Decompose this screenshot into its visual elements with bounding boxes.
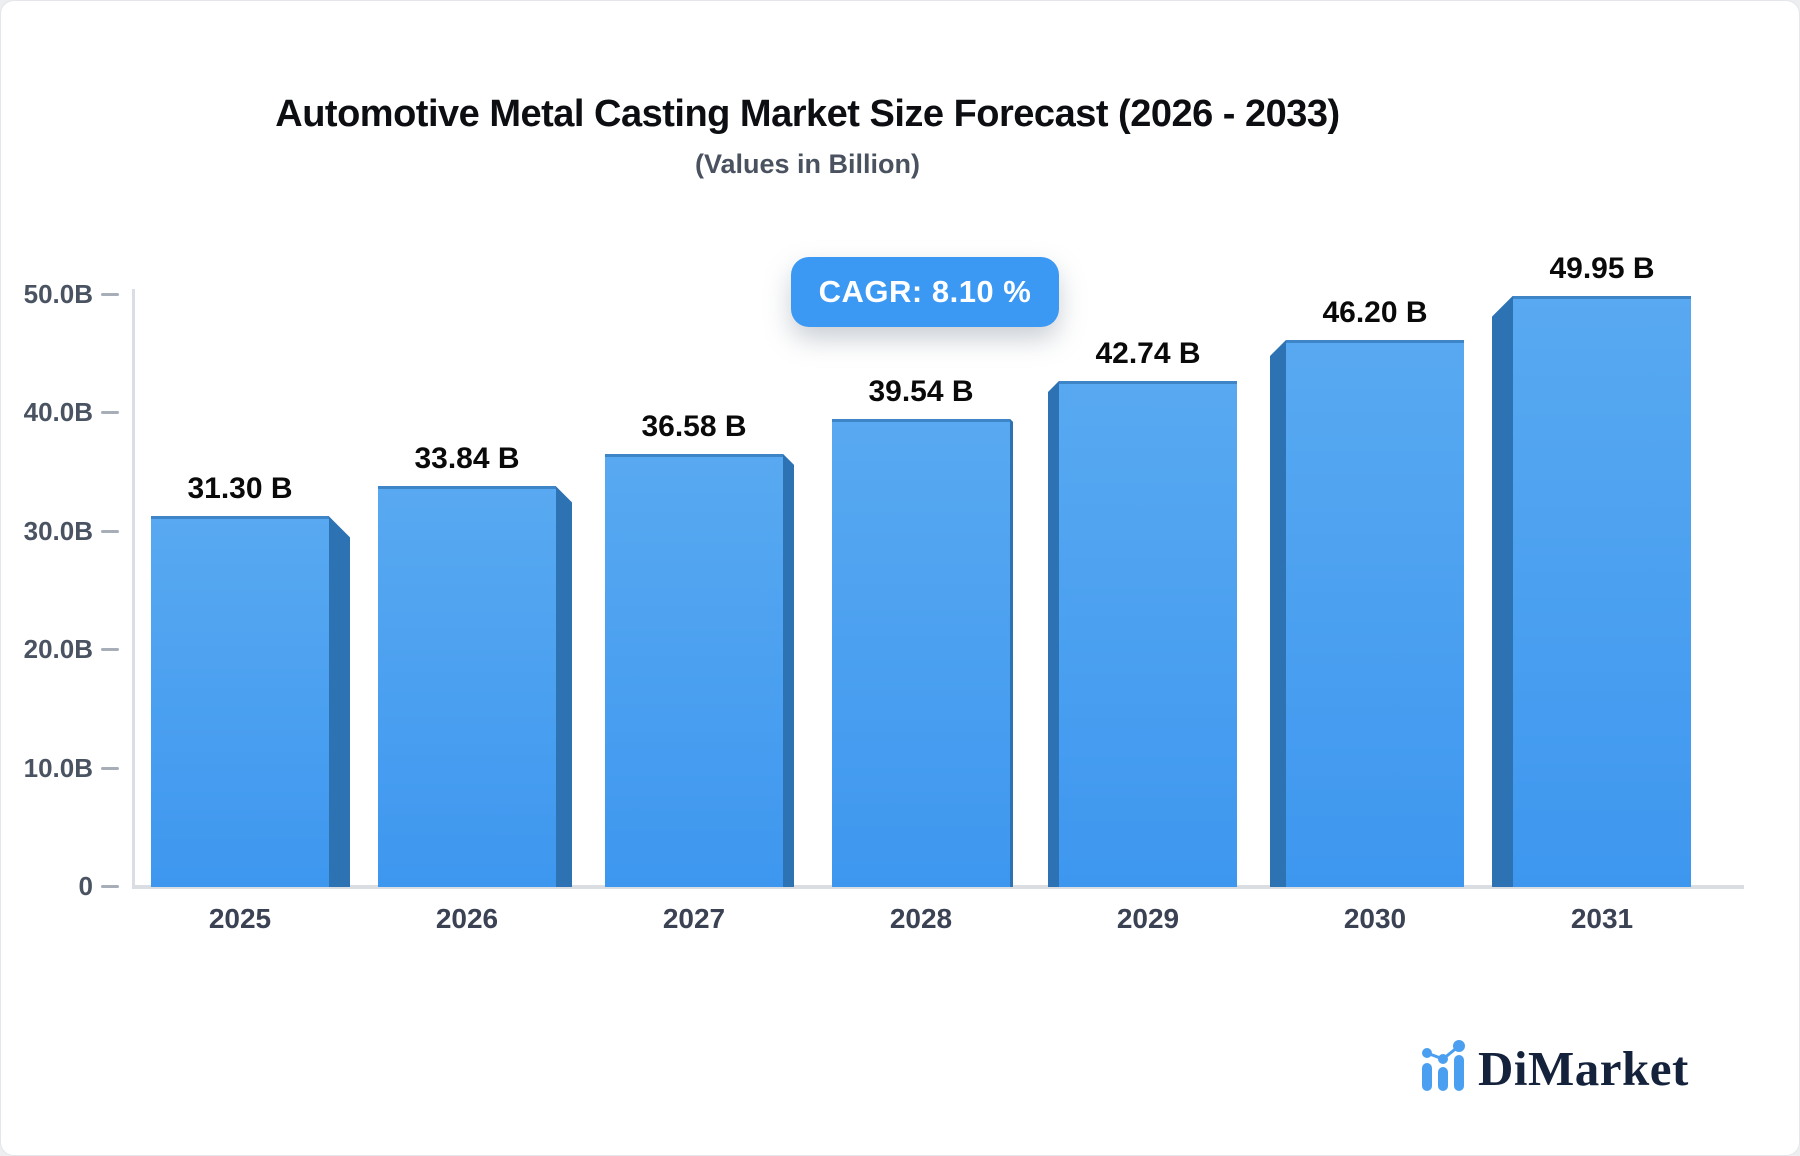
- bar-value-label: 46.20 B: [1322, 295, 1428, 329]
- y-tick-label: 10.0B: [23, 752, 93, 783]
- y-tick-mark: [101, 885, 119, 888]
- y-tick-label: 30.0B: [23, 515, 93, 546]
- bar-2026: [378, 486, 572, 887]
- bar-value-label: 39.54 B: [868, 374, 974, 408]
- bar-3d-side: [783, 453, 794, 887]
- bar-face: [378, 486, 556, 887]
- x-axis-label: 2027: [662, 903, 726, 934]
- bar-face: [832, 418, 1010, 887]
- y-tick-label: 0: [78, 871, 93, 901]
- logo-chart-icon: [1422, 1040, 1465, 1091]
- y-tick-mark: [101, 293, 119, 296]
- x-axis-label: 2025: [208, 903, 272, 934]
- bar-top-edge: [378, 486, 556, 490]
- bar-face: [1513, 295, 1691, 887]
- x-axis-label: 2029: [1116, 903, 1180, 934]
- bar-top-edge: [1059, 380, 1237, 384]
- bar-top-edge: [605, 453, 783, 457]
- bar-3d-side: [1048, 380, 1059, 887]
- x-axis-label: 2028: [889, 903, 953, 934]
- bar-3d-side: [1270, 339, 1286, 887]
- bar-face: [1286, 339, 1464, 887]
- bar-2025: [151, 516, 350, 887]
- logo-text: DiMarket: [1478, 1040, 1689, 1096]
- bar-face: [151, 516, 329, 887]
- x-axis-line: [132, 885, 1744, 889]
- bar-value-label: 36.58 B: [641, 409, 747, 443]
- y-axis-line: [132, 289, 135, 887]
- bar-3d-side: [1010, 418, 1013, 887]
- x-axis-label: 2031: [1570, 903, 1634, 934]
- bar-2029: [1048, 380, 1237, 887]
- chart-title: Automotive Metal Casting Market Size For…: [275, 93, 1340, 135]
- x-axis-label: 2030: [1343, 903, 1407, 934]
- bar-3d-side: [556, 486, 572, 887]
- bar-top-edge: [1513, 295, 1691, 299]
- bar-value-label: 42.74 B: [1095, 336, 1201, 370]
- bar-face: [1059, 380, 1237, 887]
- brand-logo: DiMarket: [1421, 1039, 1689, 1096]
- bar-2031: [1492, 295, 1691, 887]
- x-axis-label: 2026: [435, 903, 499, 934]
- y-tick-label: 40.0B: [23, 397, 93, 428]
- y-tick-label: 50.0B: [23, 279, 93, 309]
- bar-2030: [1270, 339, 1464, 887]
- bar-value-label: 33.84 B: [414, 442, 520, 476]
- bar-top-edge: [832, 418, 1010, 422]
- bar-3d-side: [1492, 295, 1513, 887]
- cagr-badge: CAGR: 8.10 %: [791, 257, 1059, 327]
- bar-2027: [605, 453, 794, 887]
- bar-2028: [832, 418, 1013, 887]
- bar-value-label: 31.30 B: [187, 472, 293, 506]
- bar-face: [605, 453, 783, 887]
- bar-value-label: 49.95 B: [1549, 251, 1655, 285]
- y-tick-mark: [101, 411, 119, 415]
- y-tick-mark: [101, 648, 119, 652]
- chart-subtitle: (Values in Billion): [694, 149, 921, 179]
- bar-top-edge: [151, 516, 329, 520]
- y-tick-mark: [101, 529, 119, 533]
- bar-3d-side: [329, 516, 350, 887]
- bar-top-edge: [1286, 339, 1464, 343]
- y-tick-label: 20.0B: [23, 634, 93, 665]
- y-tick-mark: [101, 766, 119, 770]
